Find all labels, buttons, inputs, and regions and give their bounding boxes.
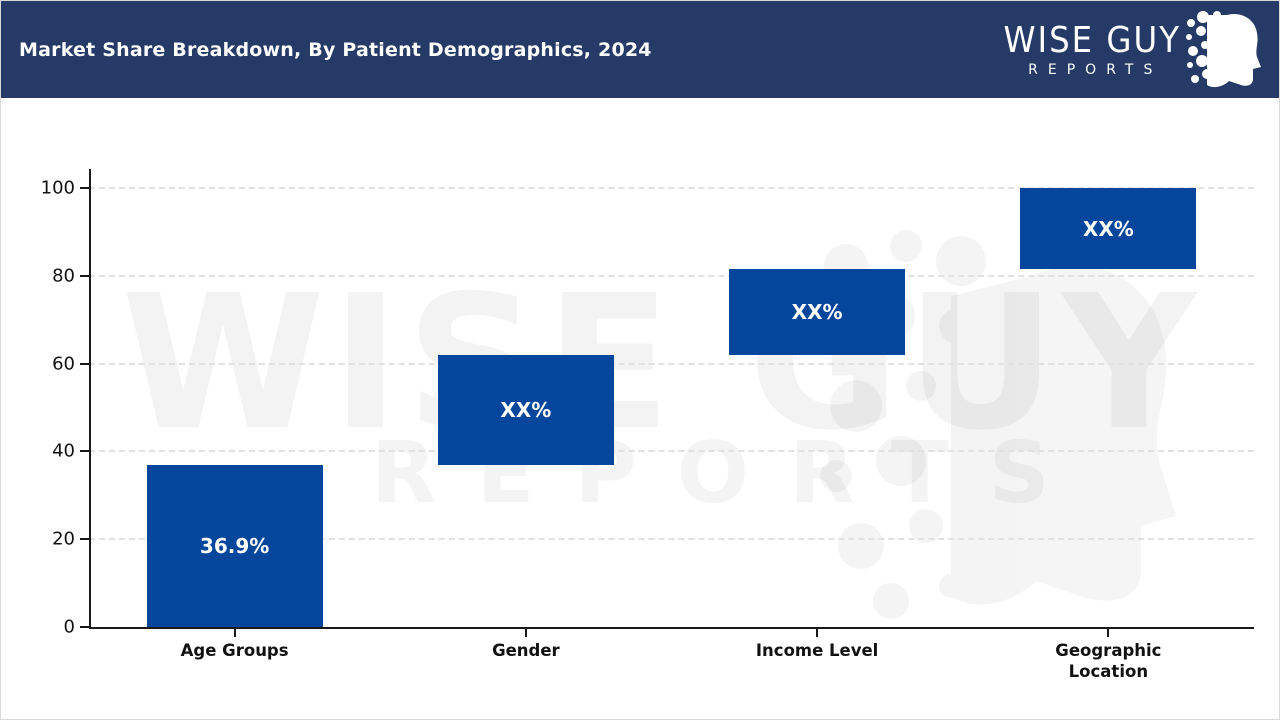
y-tick-mark (80, 187, 89, 189)
bar-value-label: 36.9% (199, 533, 270, 558)
x-category-label: Income Level (755, 641, 879, 660)
gridline-y60 (89, 362, 1254, 365)
gridline-y40 (89, 450, 1254, 453)
x-category-label: Gender (492, 641, 560, 660)
bar-age-groups: 36.9% (146, 465, 323, 627)
bar-income-level: XX% (729, 269, 906, 355)
x-tick-mark (524, 629, 527, 637)
y-tick-mark (80, 274, 89, 277)
gridline-y80 (89, 274, 1254, 277)
header-bar: Market Share Breakdown, By Patient Demog… (1, 1, 1279, 98)
x-category-label: Age Groups (180, 641, 289, 660)
x-tick-mark (1107, 629, 1110, 637)
y-tick-label: 80 (52, 265, 75, 287)
head-profile-icon (1186, 10, 1261, 87)
y-tick-mark (80, 538, 89, 541)
bar-value-label: XX% (791, 300, 843, 324)
x-axis (89, 627, 1254, 629)
page-title: Market Share Breakdown, By Patient Demog… (19, 38, 652, 61)
bar-gender: XX% (437, 354, 614, 465)
logo-subtitle: REPORTS (1028, 61, 1163, 78)
y-tick-label: 0 (63, 616, 75, 638)
bar-geographic-location: XX% (1020, 188, 1197, 270)
gridline-y100 (89, 187, 1254, 189)
bar-value-label: XX% (1082, 216, 1134, 241)
logo-wordmark: WISE GUY (1003, 19, 1181, 61)
y-tick-label: 60 (52, 353, 75, 375)
y-tick-label: 100 (40, 177, 75, 199)
y-tick-mark (80, 626, 89, 628)
y-tick-label: 20 (52, 528, 75, 550)
y-axis (89, 169, 91, 629)
bar-value-label: XX% (500, 397, 552, 422)
gridline-y20 (89, 538, 1254, 541)
x-category-label: Geographic Location (1055, 641, 1162, 681)
watermark-head-dots (817, 230, 1176, 619)
y-tick-label: 40 (52, 440, 75, 462)
y-tick-mark (80, 362, 89, 365)
x-tick-mark (816, 629, 819, 637)
wise-guy-logo: WISE GUY REPORTS (1004, 9, 1261, 91)
x-tick-mark (233, 629, 236, 637)
y-tick-mark (80, 450, 89, 453)
